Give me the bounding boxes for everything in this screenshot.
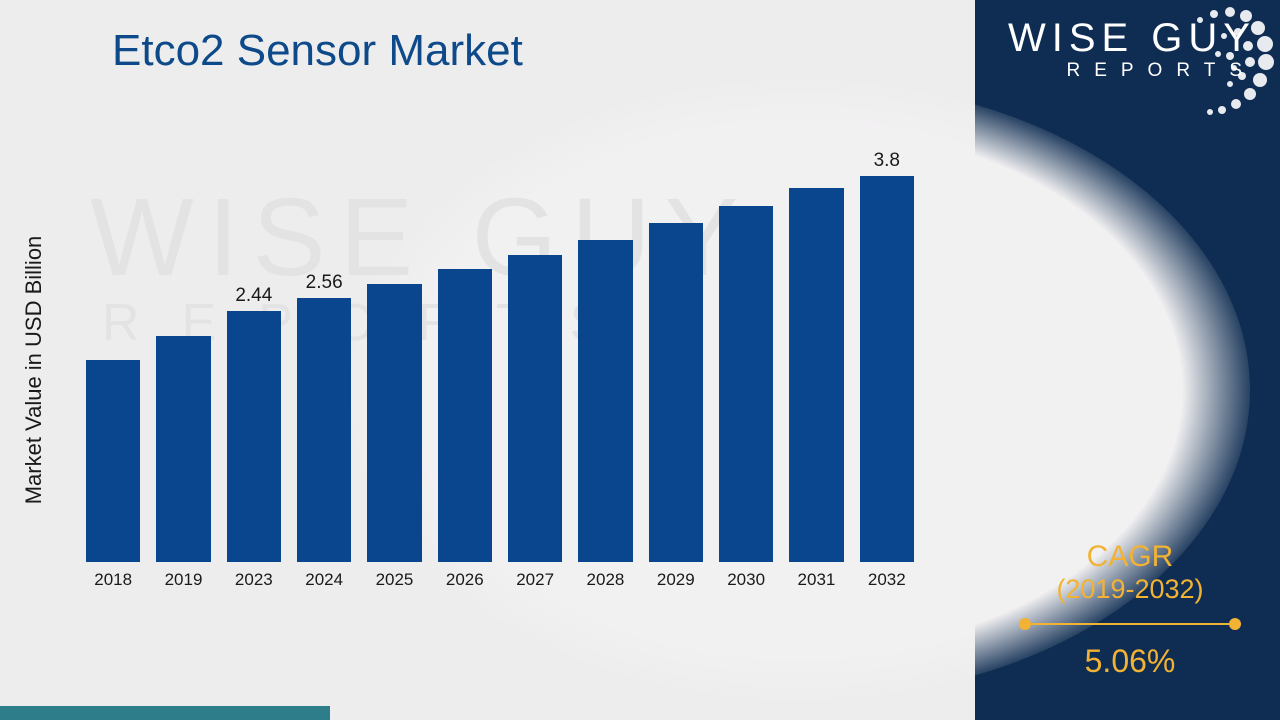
bar-col — [367, 150, 421, 562]
brand-logo-main: WISE GUY — [1008, 18, 1256, 58]
bar-rect — [508, 255, 562, 562]
bar-rect — [297, 298, 351, 562]
x-tick: 2029 — [649, 570, 703, 590]
bar-rect — [227, 311, 281, 562]
bottom-accent-bar — [0, 706, 330, 720]
cagr-block: CAGR (2019-2032) 5.06% — [1010, 540, 1250, 680]
bar-rect — [719, 206, 773, 562]
page-title: Etco2 Sensor Market — [112, 26, 523, 76]
x-tick: 2027 — [508, 570, 562, 590]
bar-rect — [438, 269, 492, 562]
bar-col — [86, 150, 140, 562]
x-tick: 2023 — [227, 570, 281, 590]
bar-rect — [156, 336, 210, 562]
bar-rect — [860, 176, 914, 562]
x-axis: 2018 2019 2023 2024 2025 2026 2027 2028 2029 2030… — [86, 570, 914, 590]
bar-rect — [367, 284, 421, 562]
x-tick: 2030 — [719, 570, 773, 590]
x-tick: 2032 — [860, 570, 914, 590]
brand-logo-sub: REPORTS — [1008, 60, 1256, 82]
cagr-value: 5.06% — [1010, 643, 1250, 680]
bar-value-label: 2.56 — [306, 272, 343, 294]
x-tick: 2018 — [86, 570, 140, 590]
x-tick: 2019 — [156, 570, 210, 590]
bar-col — [719, 150, 773, 562]
bar-col — [508, 150, 562, 562]
x-tick: 2025 — [367, 570, 421, 590]
y-axis-label: Market Value in USD Billion — [21, 236, 47, 505]
bar-col: 2.44 — [227, 150, 281, 562]
bar-col — [438, 150, 492, 562]
bar-col: 2.56 — [297, 150, 351, 562]
bar-rect — [86, 360, 140, 562]
bar-col — [649, 150, 703, 562]
bar-rect — [649, 223, 703, 562]
bar-chart: Market Value in USD Billion 2.442.563.8 … — [44, 150, 914, 590]
cagr-label: CAGR — [1010, 540, 1250, 574]
bar-col: 3.8 — [860, 150, 914, 562]
x-tick: 2031 — [789, 570, 843, 590]
cagr-years: (2019-2032) — [1010, 574, 1250, 605]
stage: WISE GUY REPORTS Etco2 Sensor Market WIS… — [0, 0, 1280, 720]
bar-rect — [578, 240, 632, 562]
bar-col — [578, 150, 632, 562]
x-tick: 2026 — [438, 570, 492, 590]
cagr-divider — [1025, 623, 1235, 625]
bar-value-label: 3.8 — [874, 150, 900, 172]
bar-rect — [789, 188, 843, 562]
bar-value-label: 2.44 — [235, 285, 272, 307]
brand-logo: WISE GUY REPORTS — [1008, 18, 1256, 82]
bar-col — [156, 150, 210, 562]
plot-area: 2.44 2.56 3.8 — [86, 150, 914, 562]
bar-col — [789, 150, 843, 562]
x-tick: 2028 — [578, 570, 632, 590]
x-tick: 2024 — [297, 570, 351, 590]
